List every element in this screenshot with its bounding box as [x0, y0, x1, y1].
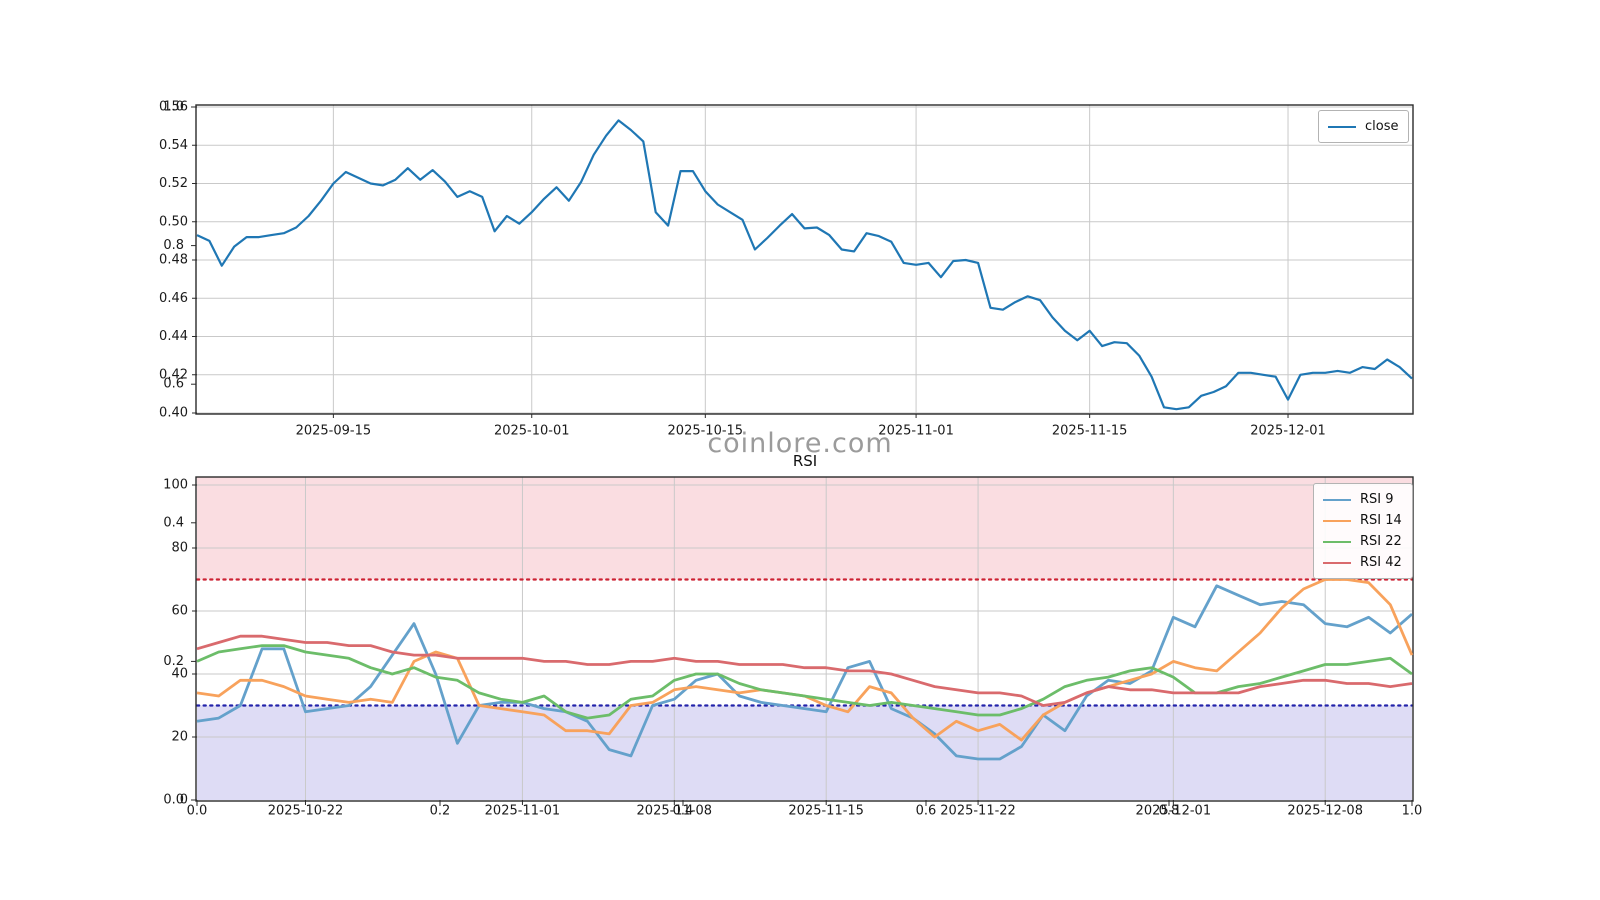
- rsi-ytick-label: 0: [180, 793, 188, 808]
- rsi-line-rsi-9: [196, 584, 1413, 761]
- rsi-xtick-label: 2025-11-08: [637, 804, 713, 819]
- price-ytick-label: 0.54: [159, 138, 188, 153]
- overlay-xtick-label: 1.0: [1402, 804, 1423, 819]
- rsi-ytick-label: 40: [171, 667, 188, 682]
- price-axes-frame: [195, 104, 1414, 415]
- rsi22-legend-label: RSI 22: [1360, 534, 1402, 549]
- overlay-ytick-label: 0.6: [163, 377, 184, 392]
- price-ytick-label: 0.52: [159, 176, 188, 191]
- overlay-ytick-label: 0.8: [163, 238, 184, 253]
- price-ytick-label: 0.44: [159, 329, 188, 344]
- rsi9-legend-label: RSI 9: [1360, 492, 1394, 507]
- price-ytick-label: 0.40: [159, 406, 188, 421]
- rsi42-legend-entry: RSI 42: [1323, 552, 1402, 573]
- price-xtick-label: 2025-09-15: [296, 424, 372, 439]
- price-ytick-label: 0.42: [159, 367, 188, 382]
- rsi-ytick-label: 60: [171, 604, 188, 619]
- close-legend-line-sample: [1328, 125, 1356, 128]
- overlay-ytick-label: 0.4: [163, 515, 184, 530]
- rsi-axes-frame: [195, 476, 1414, 802]
- rsi9-legend-line-sample: [1323, 498, 1351, 501]
- rsi22-legend-line-sample: [1323, 540, 1351, 543]
- rsi-xtick-label: 2025-12-08: [1287, 804, 1363, 819]
- price-xtick-label: 2025-12-01: [1250, 424, 1326, 439]
- overlay-xtick-label: 0.0: [187, 804, 208, 819]
- price-xtick-label: 2025-11-15: [1052, 424, 1128, 439]
- overlay-xtick-label: 0.4: [673, 804, 694, 819]
- rsi14-legend-line-sample: [1323, 519, 1351, 522]
- price-ytick-label: 0.46: [159, 291, 188, 306]
- price-ytick-label: 0.48: [159, 253, 188, 268]
- close-legend-entry: close: [1328, 116, 1398, 137]
- overlay-xtick-label: 0.6: [916, 804, 937, 819]
- overbought-band: [197, 477, 1412, 580]
- watermark: coinlore.com: [707, 428, 893, 459]
- rsi-xtick-label: 2025-11-01: [485, 804, 561, 819]
- oversold-band: [197, 705, 1412, 800]
- rsi-legend: RSI 9 RSI 14 RSI 22 RSI 42: [1313, 483, 1413, 579]
- overlay-ytick-label: 1.0: [163, 100, 184, 115]
- overlay-xtick-label: 0.2: [430, 804, 451, 819]
- rsi-xtick-label: 2025-10-22: [268, 804, 344, 819]
- rsi22-legend-entry: RSI 22: [1323, 531, 1402, 552]
- overlay-ytick-label: 0.2: [163, 654, 184, 669]
- price-ytick-label: 0.50: [159, 214, 188, 229]
- rsi-xtick-label: 2025-11-22: [940, 804, 1016, 819]
- rsi-ytick-label: 20: [171, 730, 188, 745]
- close-line: [196, 119, 1413, 411]
- rsi-ytick-label: 100: [163, 478, 188, 493]
- rsi14-legend-label: RSI 14: [1360, 513, 1402, 528]
- price-xtick-label: 2025-10-15: [668, 424, 744, 439]
- close-legend-label: close: [1365, 119, 1399, 134]
- price-xtick-label: 2025-11-01: [878, 424, 954, 439]
- rsi-chart-title: RSI: [792, 452, 818, 470]
- overlay-xtick-label: 0.8: [1159, 804, 1180, 819]
- close-legend: close: [1318, 110, 1410, 143]
- rsi42-legend-line-sample: [1323, 561, 1351, 564]
- price-xtick-label: 2025-10-01: [494, 424, 570, 439]
- rsi-ytick-label: 80: [171, 541, 188, 556]
- rsi9-legend-entry: RSI 9: [1323, 489, 1402, 510]
- rsi14-legend-entry: RSI 14: [1323, 510, 1402, 531]
- rsi42-legend-label: RSI 42: [1360, 555, 1402, 570]
- rsi-line-rsi-42: [196, 634, 1413, 707]
- rsi-xtick-label: 2025-11-15: [788, 804, 864, 819]
- price-ytick-label: 0.56: [159, 100, 188, 115]
- overlay-ytick-label: 0.0: [163, 793, 184, 808]
- rsi-xtick-label: 2025-12-01: [1136, 804, 1212, 819]
